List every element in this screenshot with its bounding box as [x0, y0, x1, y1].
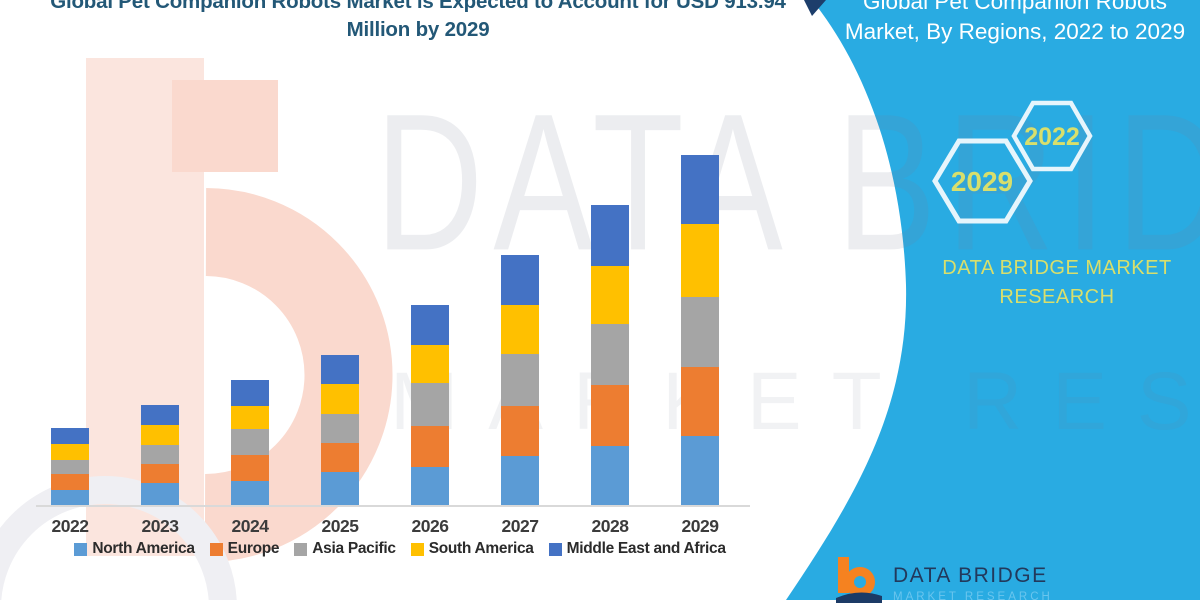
bar-2029: [681, 155, 719, 505]
legend-swatch: [209, 542, 223, 556]
bar-segment-2026-north-america: [411, 467, 449, 505]
bar-segment-2029-north-america: [681, 436, 719, 505]
bar-segment-2028-asia-pacific: [591, 324, 629, 386]
legend-item-europe: Europe: [209, 540, 280, 558]
stacked-bar-chart: [0, 155, 790, 505]
watermark-swoosh-ring: [0, 476, 237, 600]
bar-2024: [231, 380, 269, 505]
bar-segment-2025-middle-east-and-africa: [321, 354, 359, 385]
bar-segment-2024-middle-east-and-africa: [231, 380, 269, 406]
bar-2025: [321, 354, 359, 505]
hexagon-2022: [1011, 100, 1093, 172]
legend-swatch: [548, 542, 562, 556]
watermark-b-square: [172, 80, 278, 172]
x-axis-label-2029: 2029: [681, 516, 719, 536]
bar-segment-2023-middle-east-and-africa: [141, 405, 179, 426]
legend-label: North America: [92, 540, 195, 557]
bar-segment-2024-asia-pacific: [231, 429, 269, 456]
bar-segment-2022-middle-east-and-africa: [51, 428, 89, 445]
headline-line1: Global Pet Companion Robots Market is Ex…: [50, 0, 786, 13]
bar-segment-2027-north-america: [501, 456, 539, 505]
bar-segment-2024-north-america: [231, 480, 269, 505]
bar-segment-2025-north-america: [321, 472, 359, 505]
bar-segment-2029-asia-pacific: [681, 296, 719, 367]
bar-2026: [411, 305, 449, 505]
legend-swatch: [294, 542, 308, 556]
bar-segment-2022-asia-pacific: [51, 459, 89, 474]
bar-2023: [141, 405, 179, 505]
bar-segment-2027-middle-east-and-africa: [501, 255, 539, 305]
bar-segment-2028-north-america: [591, 446, 629, 505]
bar-segment-2023-south-america: [141, 425, 179, 445]
x-axis-labels: 2022 2023 2024 2025 2026 2027 2028 2029: [0, 516, 790, 536]
banner-title-line1: Global Pet Companion Robots: [863, 0, 1167, 14]
brand-line1: DATA BRIDGE MARKET: [942, 257, 1172, 279]
banner-corner-triangle: [804, 0, 826, 16]
legend-swatch: [74, 542, 88, 556]
bar-segment-2022-north-america: [51, 489, 89, 505]
hexagon-2022-label: 2022: [1024, 123, 1080, 151]
bar-segment-2029-europe: [681, 366, 719, 437]
x-axis-label-2028: 2028: [591, 516, 629, 536]
legend-label: Europe: [227, 540, 280, 557]
x-axis-label-2023: 2023: [141, 516, 179, 536]
bar-2022: [51, 428, 89, 505]
bar-segment-2028-south-america: [591, 266, 629, 325]
legend-label: Asia Pacific: [312, 540, 396, 557]
bar-segment-2025-south-america: [321, 384, 359, 414]
bar-segment-2029-middle-east-and-africa: [681, 155, 719, 224]
headline-line2: Million by 2029: [346, 18, 490, 41]
brand-line2: RESEARCH: [999, 286, 1115, 308]
chart-headline: Global Pet Companion Robots Market is Ex…: [8, 0, 828, 44]
hexagon-2029: [932, 138, 1033, 224]
legend-item-asia-pacific: Asia Pacific: [294, 540, 396, 558]
legend-item-south-america: South America: [410, 540, 534, 558]
bar-segment-2023-europe: [141, 464, 179, 484]
legend-label: South America: [428, 540, 534, 557]
legend-swatch: [410, 542, 424, 556]
bar-segment-2024-south-america: [231, 405, 269, 430]
x-axis-label-2025: 2025: [321, 516, 359, 536]
legend-label: Middle East and Africa: [566, 540, 726, 557]
legend-item-north-america: North America: [74, 540, 195, 558]
bar-2027: [501, 255, 539, 505]
bar-segment-2027-asia-pacific: [501, 354, 539, 406]
bar-segment-2028-europe: [591, 385, 629, 447]
bar-segment-2026-europe: [411, 426, 449, 468]
footer-logo: DATA BRIDGE MARKET RESEARCH: [834, 557, 1053, 603]
legend-item-middle-east-and-africa: Middle East and Africa: [548, 540, 726, 558]
bar-segment-2025-europe: [321, 442, 359, 473]
bar-2028: [591, 205, 629, 505]
bar-segment-2024-europe: [231, 455, 269, 481]
banner-title-line2: Market, By Regions, 2022 to 2029: [844, 19, 1186, 44]
hexagon-2029-label: 2029: [951, 166, 1013, 197]
bar-segment-2022-europe: [51, 474, 89, 490]
brand-text: DATA BRIDGE MARKET RESEARCH: [907, 254, 1200, 312]
x-axis-label-2027: 2027: [501, 516, 539, 536]
bar-segment-2027-south-america: [501, 304, 539, 355]
x-axis-label-2022: 2022: [51, 516, 89, 536]
bar-segment-2023-north-america: [141, 483, 179, 505]
footer-logo-name: DATA BRIDGE: [893, 564, 1048, 587]
banner-title: Global Pet Companion Robots Market, By R…: [830, 0, 1200, 47]
bar-segment-2026-asia-pacific: [411, 383, 449, 427]
x-axis-label-2026: 2026: [411, 516, 449, 536]
bar-segment-2026-middle-east-and-africa: [411, 305, 449, 345]
bar-segment-2022-south-america: [51, 444, 89, 460]
bar-segment-2028-middle-east-and-africa: [591, 205, 629, 267]
bar-segment-2027-europe: [501, 405, 539, 456]
chart-legend: North America Europe Asia Pacific South Ame…: [0, 540, 800, 558]
banner-curve-shape: [786, 0, 1200, 600]
bar-segment-2025-asia-pacific: [321, 413, 359, 443]
x-axis-line: [36, 505, 750, 507]
bar-segment-2026-south-america: [411, 344, 449, 384]
footer-logo-b-icon: [836, 557, 882, 603]
bar-segment-2023-asia-pacific: [141, 444, 179, 465]
x-axis-label-2024: 2024: [231, 516, 269, 536]
footer-logo-subtitle: MARKET RESEARCH: [893, 591, 1053, 603]
bar-segment-2029-south-america: [681, 223, 719, 297]
